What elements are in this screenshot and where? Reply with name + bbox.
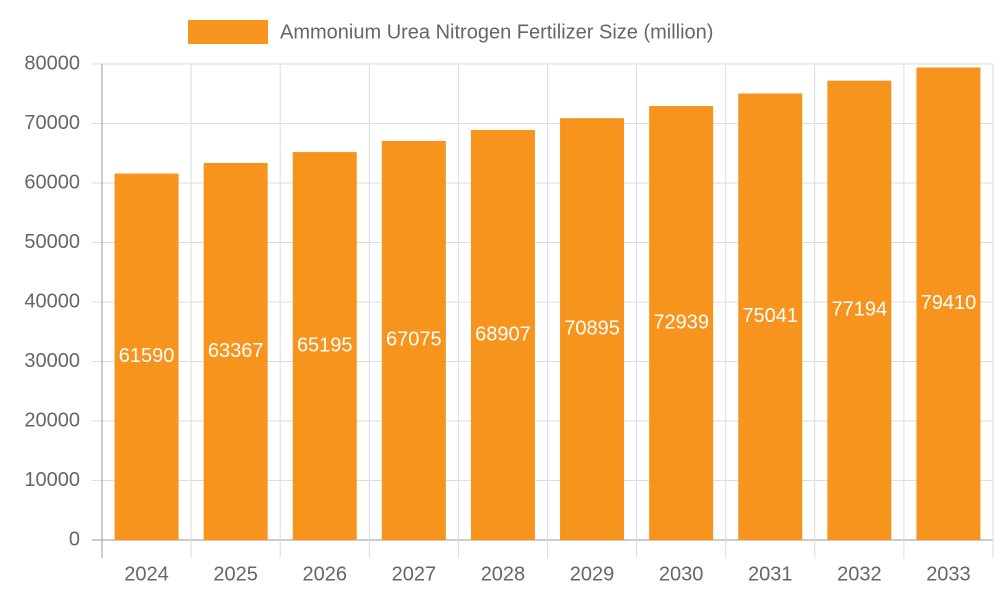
x-tick-label: 2025 (213, 563, 258, 585)
bar (827, 80, 892, 540)
value-label: 77194 (832, 299, 888, 321)
y-tick-label: 10000 (24, 469, 80, 491)
y-tick-label: 70000 (24, 112, 80, 134)
x-tick-label: 2029 (570, 563, 615, 585)
x-tick-label: 2032 (837, 563, 882, 585)
bar (203, 162, 268, 540)
y-tick-label: 20000 (24, 409, 80, 431)
value-label: 67075 (386, 329, 442, 351)
bar (560, 118, 625, 541)
y-tick-label: 50000 (24, 231, 80, 253)
x-tick-label: 2030 (659, 563, 704, 585)
value-label: 72939 (653, 311, 709, 333)
bar (292, 152, 357, 540)
y-tick-label: 0 (69, 528, 80, 550)
value-label: 79410 (921, 292, 977, 314)
x-tick-label: 2033 (926, 563, 971, 585)
x-tick-label: 2027 (392, 563, 437, 585)
x-tick-label: 2026 (303, 563, 348, 585)
legend-label: Ammonium Urea Nitrogen Fertilizer Size (… (280, 21, 713, 43)
value-label: 75041 (742, 305, 798, 327)
value-label: 65195 (297, 334, 353, 356)
y-tick-label: 80000 (24, 52, 80, 74)
bar (916, 67, 981, 540)
x-tick-label: 2024 (124, 563, 169, 585)
x-tick-label: 2028 (481, 563, 526, 585)
bar (470, 130, 535, 540)
y-tick-label: 30000 (24, 350, 80, 372)
bar (381, 140, 446, 540)
x-tick-label: 2031 (748, 563, 793, 585)
bar (649, 106, 714, 541)
value-label: 61590 (119, 345, 175, 367)
bar (738, 93, 803, 541)
value-label: 68907 (475, 323, 531, 345)
value-label: 63367 (208, 340, 264, 362)
bar (114, 173, 179, 541)
y-tick-label: 40000 (24, 290, 80, 312)
value-label: 70895 (564, 317, 620, 339)
legend-swatch (188, 20, 268, 44)
y-tick-label: 60000 (24, 171, 80, 193)
